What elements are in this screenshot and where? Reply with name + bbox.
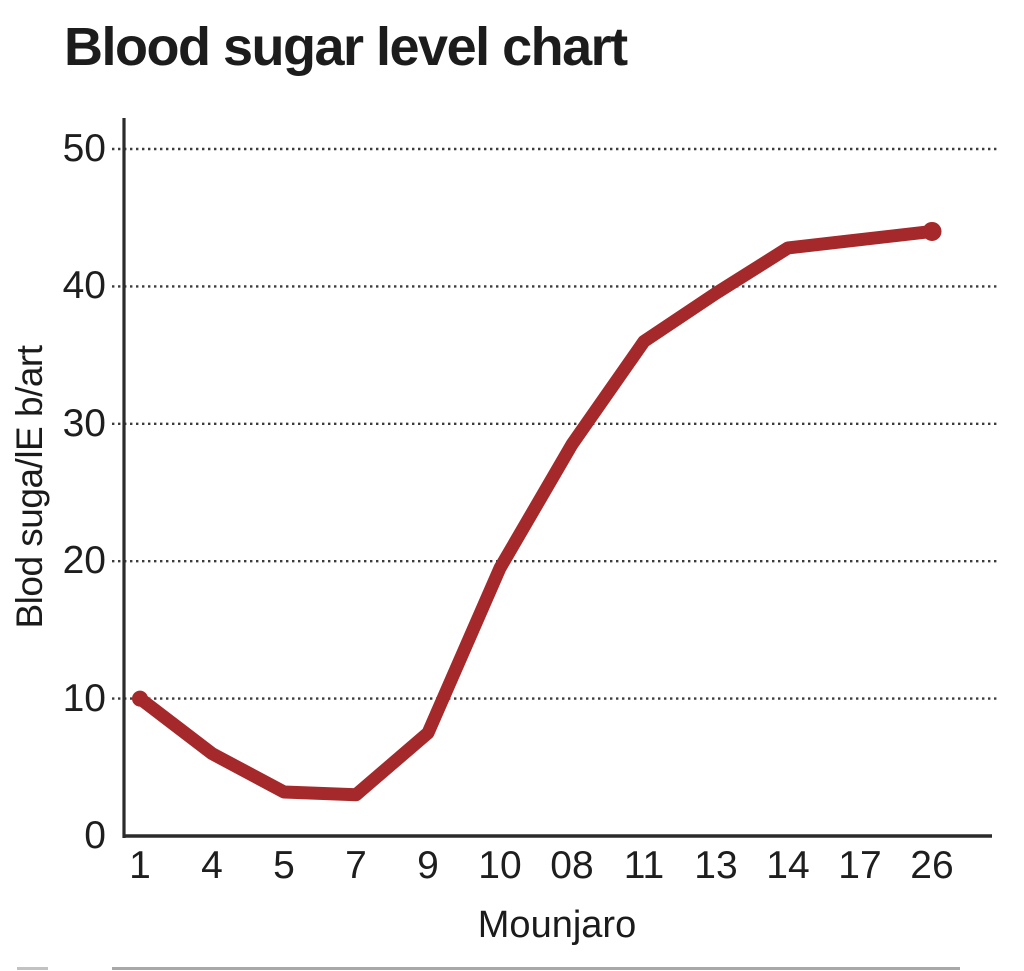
bottom-edge-artifact-line — [112, 967, 960, 970]
blood-sugar-line — [133, 224, 939, 802]
x-axis-title: Mounjaro — [477, 904, 637, 946]
y-tick-label: 50 — [62, 127, 106, 170]
y-tick-label: 10 — [62, 676, 106, 720]
y-tick-label: 40 — [62, 264, 106, 308]
x-tick-label: 4 — [201, 844, 223, 887]
chart-title: Blood sugar level chart — [64, 17, 628, 77]
bottom-edge-artifact-line — [17, 967, 48, 970]
x-tick-label: 13 — [694, 844, 738, 887]
x-tick-label: 26 — [910, 844, 954, 887]
x-tick-label: 11 — [623, 844, 665, 887]
x-tick-label: 7 — [345, 844, 367, 887]
x-tick-label: 14 — [766, 844, 810, 887]
x-tick-label: 17 — [838, 844, 882, 887]
x-tick-label: 5 — [273, 844, 295, 887]
data-point-marker — [132, 690, 148, 707]
data-point-marker — [922, 221, 942, 241]
x-tick-label: 9 — [417, 844, 439, 887]
y-tick-label: 20 — [62, 539, 106, 583]
x-tick-label: 1 — [129, 844, 151, 887]
x-tick-label: 10 — [478, 844, 522, 887]
y-tick-label: 30 — [62, 401, 106, 445]
x-tick-label: 08 — [550, 844, 594, 887]
y-tick-label: 0 — [84, 814, 106, 857]
